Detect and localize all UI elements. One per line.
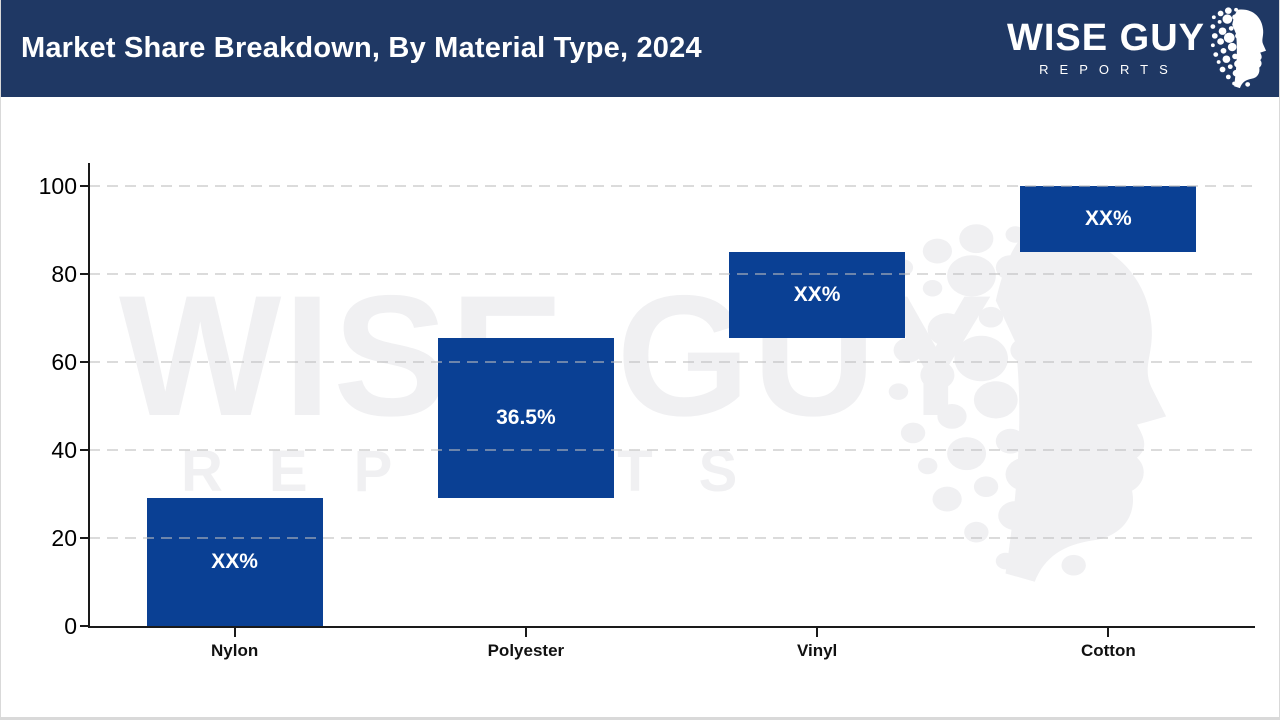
y-tick-label-20: 20: [51, 525, 77, 551]
gridline-60: [89, 361, 1254, 363]
x-axis-line: [88, 626, 1255, 628]
x-tick-label-cotton: Cotton: [1080, 641, 1136, 660]
y-tick-0: [80, 625, 89, 627]
x-tick-vinyl: [816, 628, 819, 637]
bar-value-label-nylon: XX%: [211, 550, 258, 574]
brand-head-profile-icon: [1209, 6, 1267, 90]
y-tick-label-40: 40: [51, 437, 77, 463]
footer-divider: [1, 717, 1279, 720]
brand-logo-text: WISE GUY REPORTS: [1007, 19, 1205, 77]
y-tick-label-60: 60: [51, 349, 77, 375]
bar-vinyl: [729, 252, 906, 338]
brand-logo: WISE GUY REPORTS: [1007, 6, 1267, 90]
y-axis-line: [88, 163, 90, 628]
y-tick-100: [80, 185, 89, 187]
y-tick-label-0: 0: [64, 613, 77, 639]
header-bar: Market Share Breakdown, By Material Type…: [1, 0, 1279, 97]
y-tick-label-80: 80: [51, 261, 77, 287]
bar-value-label-cotton: XX%: [1085, 207, 1132, 230]
y-tick-20: [80, 537, 89, 539]
brand-tagline: REPORTS: [1039, 62, 1179, 77]
brand-name: WISE GUY: [1006, 17, 1205, 59]
x-tick-label-polyester: Polyester: [487, 641, 565, 660]
y-tick-label-100: 100: [38, 173, 77, 199]
bar-value-label-vinyl: XX%: [793, 282, 841, 306]
bar-nylon: [146, 498, 323, 626]
x-tick-polyester: [524, 628, 527, 637]
gridline-40: [89, 449, 1254, 451]
bar-polyester: [437, 337, 614, 499]
x-tick-label-vinyl: Vinyl: [796, 641, 838, 660]
x-tick-label-nylon: Nylon: [211, 641, 259, 660]
bar-value-label-polyester: 36.5%: [496, 406, 556, 430]
x-tick-nylon: [233, 628, 236, 637]
gridline-80: [89, 273, 1254, 275]
gridline-100: [89, 185, 1254, 187]
page-title: Market Share Breakdown, By Material Type…: [21, 32, 702, 64]
y-tick-60: [80, 361, 89, 363]
y-tick-80: [80, 273, 89, 275]
gridline-20: [89, 537, 1254, 539]
y-tick-40: [80, 449, 89, 451]
x-tick-cotton: [1107, 628, 1110, 637]
